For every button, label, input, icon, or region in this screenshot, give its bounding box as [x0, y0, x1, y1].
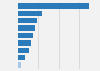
Bar [18, 11, 42, 16]
Bar [18, 62, 21, 68]
Bar [18, 18, 37, 23]
Bar [18, 33, 33, 38]
Bar [18, 48, 29, 53]
Bar [18, 25, 35, 31]
Bar [18, 3, 89, 9]
Bar [18, 40, 31, 46]
Bar [18, 55, 25, 60]
